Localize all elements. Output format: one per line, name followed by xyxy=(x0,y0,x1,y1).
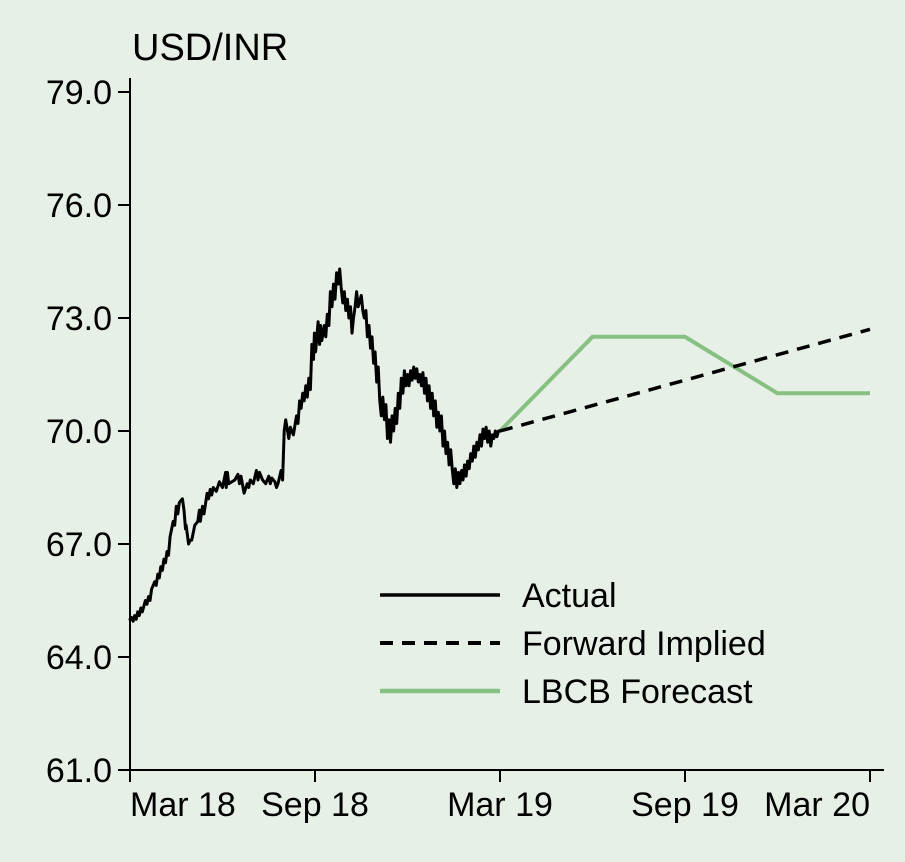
y-tick-label: 73.0 xyxy=(46,300,112,338)
legend-label: Actual xyxy=(522,577,617,615)
chart-container: 61.0 64.0 67.0 70.0 73.0 76.0 79.0 Mar 18 Sep 18… xyxy=(0,0,905,862)
legend-label: LBCB Forecast xyxy=(522,673,753,711)
legend-label: Forward Implied xyxy=(522,625,766,663)
y-tick-label: 64.0 xyxy=(46,639,112,677)
x-tick-label: Mar 20 xyxy=(764,786,870,824)
x-tick-label: Sep 18 xyxy=(261,786,369,824)
y-tick-label: 67.0 xyxy=(46,526,112,564)
chart-title: USD/INR xyxy=(132,27,288,69)
chart-svg: 61.0 64.0 67.0 70.0 73.0 76.0 79.0 Mar 18 Sep 18… xyxy=(0,0,905,862)
x-tick-label: Mar 19 xyxy=(447,786,553,824)
y-tick-label: 61.0 xyxy=(46,752,112,790)
chart-background xyxy=(0,0,905,862)
x-tick-label: Mar 18 xyxy=(130,786,236,824)
x-tick-label: Sep 19 xyxy=(631,786,739,824)
y-tick-label: 76.0 xyxy=(46,187,112,225)
y-tick-label: 79.0 xyxy=(46,74,112,112)
y-tick-label: 70.0 xyxy=(46,413,112,451)
